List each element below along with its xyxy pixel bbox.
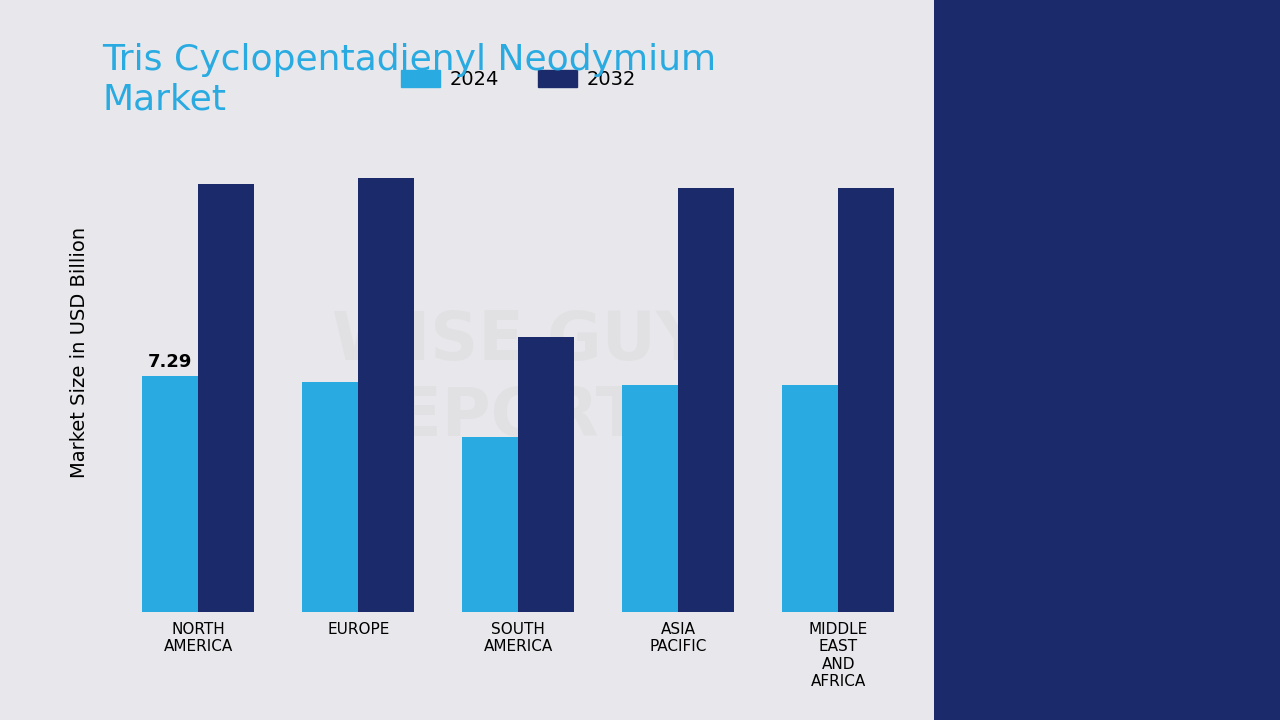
Legend: 2024, 2032: 2024, 2032	[393, 62, 644, 96]
Text: Tris Cyclopentadienyl Neodymium
Market: Tris Cyclopentadienyl Neodymium Market	[102, 43, 717, 117]
Y-axis label: Market Size in USD Billion: Market Size in USD Billion	[69, 228, 88, 478]
Bar	[462, 437, 518, 612]
Bar	[782, 385, 838, 612]
Text: WISE GUY
REPORTS: WISE GUY REPORTS	[333, 307, 704, 450]
Text: 7.29: 7.29	[148, 353, 192, 371]
Bar	[518, 337, 575, 612]
Bar	[302, 382, 358, 612]
Bar	[142, 376, 198, 612]
Bar	[838, 187, 895, 612]
Bar	[622, 385, 678, 612]
Bar	[358, 178, 415, 612]
Bar	[198, 184, 255, 612]
Bar	[678, 187, 735, 612]
